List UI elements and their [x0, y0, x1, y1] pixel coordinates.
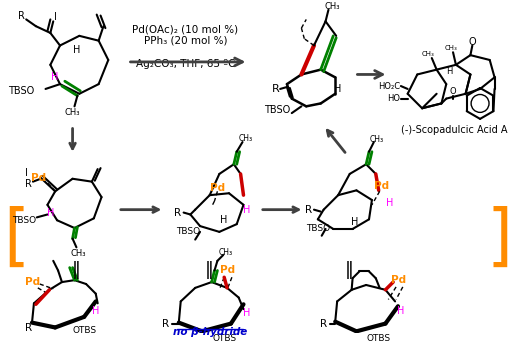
- Text: no β-hydride: no β-hydride: [173, 327, 247, 337]
- Text: ]: ]: [486, 205, 512, 272]
- Text: O: O: [450, 87, 457, 96]
- Text: Pd: Pd: [374, 180, 389, 190]
- Text: Pd: Pd: [219, 265, 235, 275]
- Text: TBSO: TBSO: [264, 105, 290, 115]
- Text: OTBS: OTBS: [212, 334, 236, 343]
- Text: ‖: ‖: [205, 261, 214, 280]
- Text: CH₃: CH₃: [324, 2, 340, 11]
- Text: R: R: [18, 11, 25, 21]
- Text: H: H: [386, 198, 393, 208]
- Text: HO: HO: [387, 94, 400, 103]
- Text: Ag₂CO₃, THF, 65 ºC: Ag₂CO₃, THF, 65 ºC: [136, 59, 235, 69]
- Text: Pd(OAc)₂ (10 mol %): Pd(OAc)₂ (10 mol %): [133, 24, 239, 34]
- Text: R: R: [305, 205, 312, 215]
- Text: R: R: [320, 319, 327, 329]
- Text: OTBS: OTBS: [72, 326, 96, 335]
- Text: PPh₃ (20 mol %): PPh₃ (20 mol %): [144, 36, 227, 46]
- Text: CH₃: CH₃: [370, 135, 384, 144]
- Text: OTBS: OTBS: [367, 334, 391, 343]
- Text: H: H: [73, 45, 80, 55]
- Text: CH₃: CH₃: [445, 45, 458, 51]
- Text: R: R: [174, 208, 181, 217]
- Text: TBSO: TBSO: [8, 86, 34, 96]
- Text: Pd: Pd: [392, 275, 407, 285]
- Text: H: H: [397, 306, 405, 316]
- Text: H: H: [334, 84, 342, 94]
- Text: I: I: [54, 12, 57, 23]
- Text: Pd: Pd: [25, 277, 41, 287]
- Text: CH₃: CH₃: [65, 108, 80, 117]
- Text: CH₃: CH₃: [219, 248, 233, 257]
- Text: R: R: [25, 179, 32, 189]
- Text: H: H: [51, 72, 59, 82]
- Text: O: O: [469, 37, 476, 47]
- Text: H: H: [243, 308, 250, 318]
- Text: CH₃: CH₃: [71, 249, 86, 258]
- Text: (-)-Scopadulcic Acid A: (-)-Scopadulcic Acid A: [401, 126, 507, 135]
- Text: TBSO: TBSO: [12, 216, 36, 225]
- Text: I: I: [25, 168, 28, 178]
- Text: R: R: [271, 84, 279, 94]
- Text: [: [: [4, 205, 30, 272]
- Text: HO₂C: HO₂C: [378, 82, 400, 91]
- Text: CH₃: CH₃: [422, 51, 434, 57]
- Text: ‖: ‖: [72, 261, 81, 280]
- Text: R: R: [24, 323, 32, 333]
- Text: H: H: [243, 205, 250, 215]
- Text: H: H: [47, 208, 54, 217]
- Text: H: H: [351, 217, 358, 227]
- Text: H: H: [92, 306, 99, 316]
- Text: R: R: [162, 319, 169, 329]
- Text: H: H: [220, 215, 228, 225]
- Text: Pd: Pd: [210, 184, 225, 193]
- Text: TBSO: TBSO: [306, 224, 330, 234]
- Text: ‖: ‖: [345, 261, 354, 280]
- Text: TBSO: TBSO: [176, 227, 200, 236]
- Text: Pd: Pd: [31, 173, 46, 183]
- Text: CH₃: CH₃: [238, 134, 253, 143]
- Text: H: H: [446, 67, 452, 76]
